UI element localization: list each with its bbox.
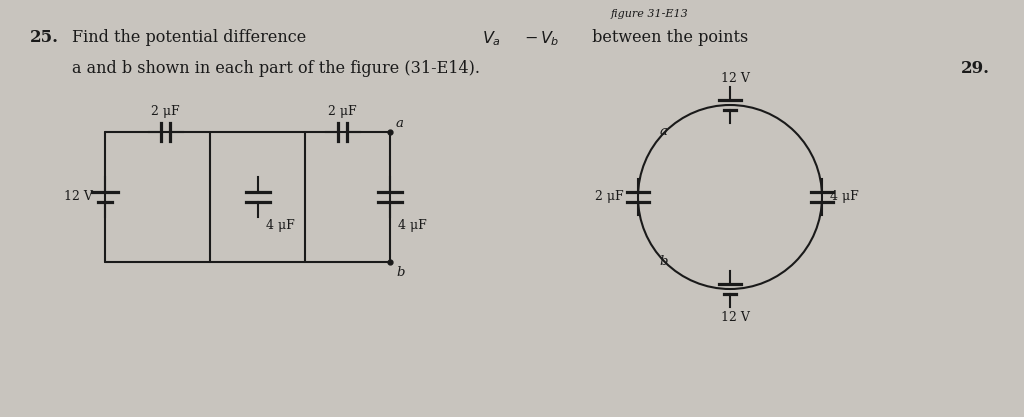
Text: 4 μF: 4 μF: [265, 219, 294, 232]
Text: 12 V: 12 V: [721, 311, 750, 324]
Text: between the points: between the points: [587, 29, 749, 46]
Text: 2 μF: 2 μF: [328, 105, 356, 118]
Text: a: a: [659, 125, 668, 138]
Text: b: b: [659, 255, 668, 268]
Text: $V_a$: $V_a$: [482, 29, 501, 48]
Text: figure 31-E13: figure 31-E13: [611, 9, 689, 19]
Text: $-\,V_b$: $-\,V_b$: [524, 29, 559, 48]
Text: 12 V: 12 V: [721, 72, 750, 85]
Text: 4 μF: 4 μF: [398, 219, 427, 232]
Text: a and b shown in each part of the figure (31-E14).: a and b shown in each part of the figure…: [72, 60, 480, 77]
Text: b: b: [396, 266, 404, 279]
Text: 12 V: 12 V: [65, 191, 93, 203]
Text: Find the potential difference: Find the potential difference: [72, 29, 311, 46]
Text: 4 μF: 4 μF: [830, 191, 859, 203]
Text: 2 μF: 2 μF: [595, 191, 624, 203]
Text: 25.: 25.: [30, 29, 59, 46]
Text: 29.: 29.: [961, 60, 990, 77]
Text: a: a: [396, 117, 403, 130]
Text: 2 μF: 2 μF: [152, 105, 180, 118]
